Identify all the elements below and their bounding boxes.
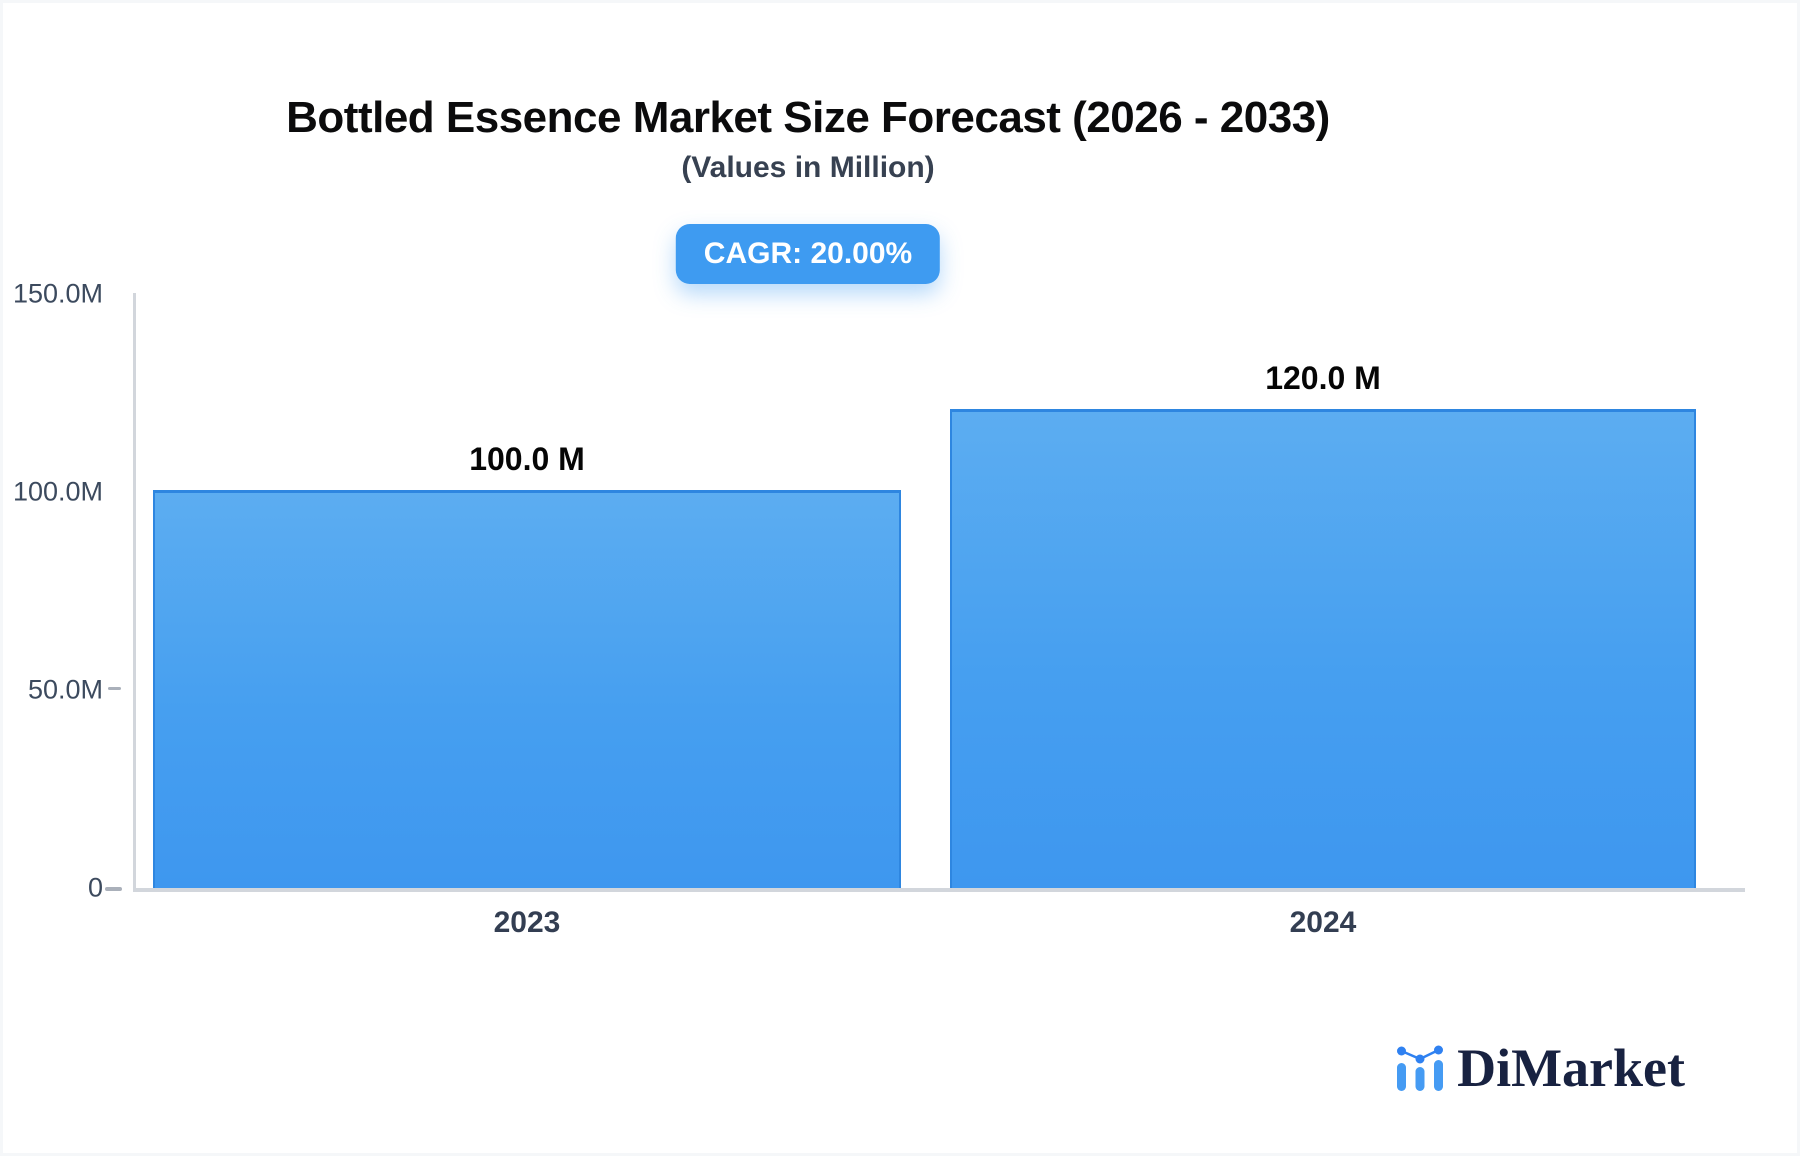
x-axis-baseline xyxy=(133,888,1745,892)
y-axis-line xyxy=(133,293,136,891)
y-tick-mark-50m xyxy=(108,687,121,690)
x-axis-label-2024: 2024 xyxy=(1289,906,1357,939)
bar-2024 xyxy=(950,409,1696,888)
bar-chart-logo-icon xyxy=(1396,1045,1444,1091)
y-tick-mark-0 xyxy=(105,887,122,891)
brand-logo: DiMarket xyxy=(1396,1041,1685,1095)
brand-logo-text: DiMarket xyxy=(1457,1038,1685,1098)
chart-subtitle: (Values in Million) xyxy=(681,151,935,184)
bar-2023 xyxy=(153,490,901,888)
bar-value-label-2023: 100.0 M xyxy=(469,441,585,477)
cagr-badge: CAGR: 20.00% xyxy=(675,224,941,284)
chart-title: Bottled Essence Market Size Forecast (20… xyxy=(286,93,1330,142)
y-tick-label-150m: 150.0M xyxy=(12,278,103,309)
bar-value-label-2024: 120.0 M xyxy=(1265,360,1381,396)
y-tick-label-100m: 100.0M xyxy=(12,476,103,507)
y-tick-label-0: 0 xyxy=(87,872,103,903)
y-tick-label-50m: 50.0M xyxy=(27,674,103,705)
x-axis-label-2023: 2023 xyxy=(493,906,561,939)
